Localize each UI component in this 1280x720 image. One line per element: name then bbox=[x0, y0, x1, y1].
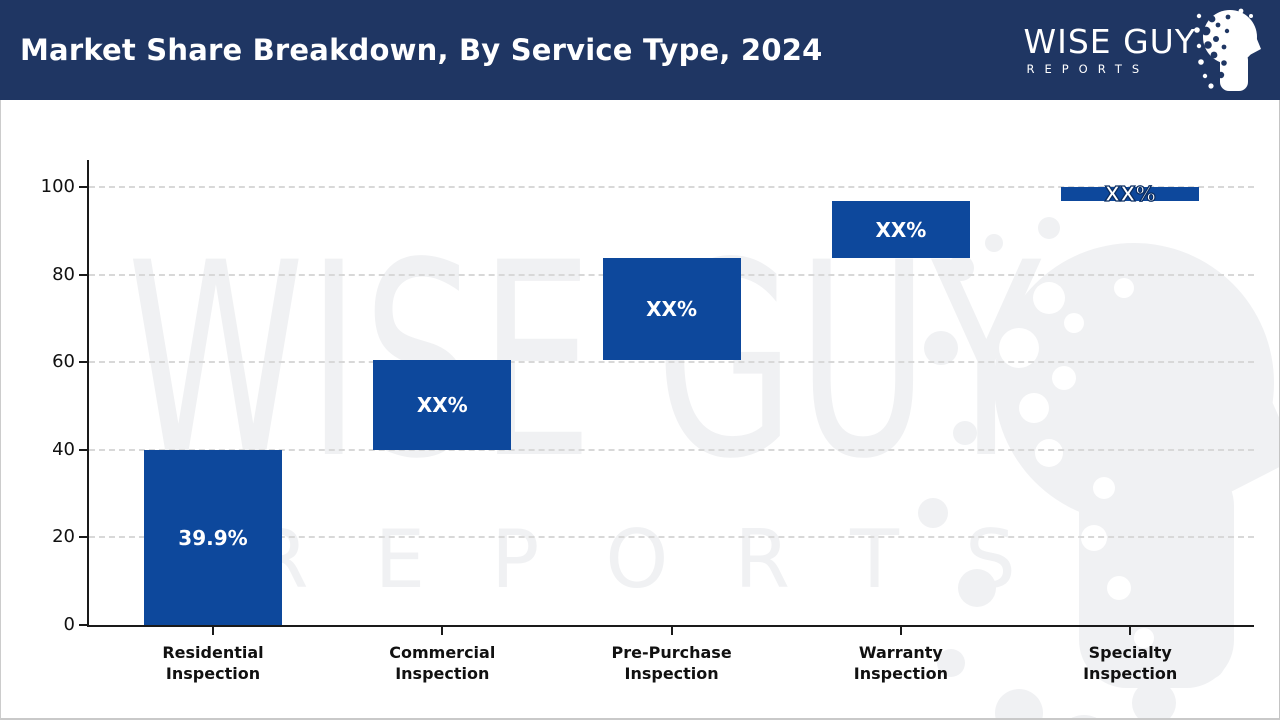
x-axis-label: Warranty Inspection bbox=[853, 643, 948, 684]
wiseguy-logo: WISE GUY REPORTS bbox=[1023, 7, 1262, 93]
x-tick bbox=[441, 627, 444, 635]
x-tick bbox=[899, 627, 902, 635]
plot-area: 0 20 40 60 80 100 39.9% Residential Inspection X… bbox=[1, 100, 1279, 718]
y-tick bbox=[79, 448, 87, 451]
logo-wordmark: WISE GUY REPORTS bbox=[1023, 25, 1196, 76]
y-tick bbox=[79, 186, 87, 188]
x-axis-label: Pre-Purchase Inspection bbox=[611, 643, 732, 684]
x-tick bbox=[1129, 627, 1132, 635]
page-title: Market Share Breakdown, By Service Type,… bbox=[20, 33, 823, 67]
bar-specialty-inspection: XX% bbox=[1061, 181, 1200, 207]
bar-value-label: XX% bbox=[416, 392, 468, 417]
chart-canvas: WISE GUY REPORTS 0 20 40 60 80 100 39.9% Reside… bbox=[0, 100, 1280, 720]
bar-value-label: 39.9% bbox=[178, 525, 248, 550]
y-tick-label: 60 bbox=[52, 351, 75, 373]
logo-name: WISE GUY bbox=[1023, 21, 1196, 61]
y-tick-label: 20 bbox=[52, 526, 75, 548]
logo-subtitle: REPORTS bbox=[1026, 61, 1150, 76]
logo-head-icon bbox=[1194, 8, 1261, 91]
y-tick bbox=[79, 273, 87, 276]
y-gridline bbox=[89, 536, 1254, 539]
y-tick-label: 40 bbox=[52, 438, 75, 460]
y-tick bbox=[79, 536, 87, 539]
x-axis-spine bbox=[87, 625, 1254, 627]
bar-warranty-inspection: XX% bbox=[831, 201, 970, 259]
y-tick-label: 100 bbox=[40, 176, 75, 197]
bar-value-label: XX% bbox=[1104, 181, 1156, 206]
bar-value-label: XX% bbox=[646, 296, 698, 321]
bar-pre-purchase-inspection: XX% bbox=[602, 258, 741, 360]
x-axis-label: Residential Inspection bbox=[162, 643, 264, 684]
y-axis-spine bbox=[87, 160, 89, 627]
bar-commercial-inspection: XX% bbox=[373, 359, 512, 451]
y-tick bbox=[79, 361, 87, 364]
x-tick bbox=[212, 627, 214, 635]
y-gridline bbox=[89, 448, 1254, 451]
y-tick-label: 0 bbox=[63, 614, 75, 635]
y-gridline bbox=[89, 186, 1254, 188]
bar-residential-inspection: 39.9% bbox=[144, 450, 282, 625]
x-tick bbox=[670, 627, 673, 635]
x-axis-label: Commercial Inspection bbox=[389, 643, 496, 684]
y-gridline bbox=[89, 361, 1254, 364]
y-tick-label: 80 bbox=[52, 263, 75, 285]
bar-value-label: XX% bbox=[875, 217, 927, 242]
header: Market Share Breakdown, By Service Type,… bbox=[0, 0, 1280, 100]
x-axis-label: Specialty Inspection bbox=[1083, 643, 1178, 684]
y-tick bbox=[79, 624, 87, 626]
